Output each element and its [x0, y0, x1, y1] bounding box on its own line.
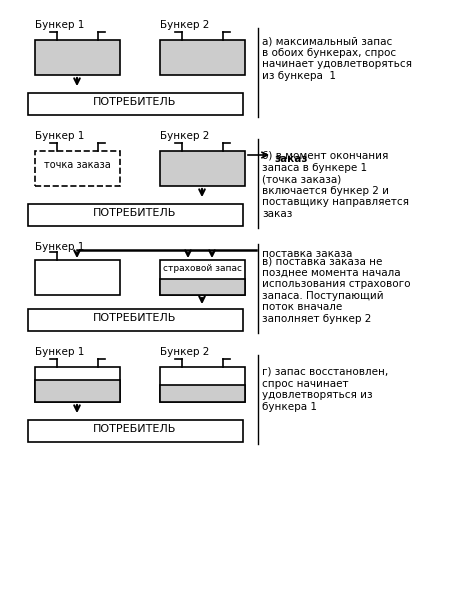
Text: б) в момент окончания
запаса в бункере 1
(точка заказа)
включается бункер 2 и
по: б) в момент окончания запаса в бункере 1… — [262, 151, 409, 219]
Text: Бункер 2: Бункер 2 — [160, 20, 210, 30]
FancyBboxPatch shape — [160, 260, 245, 295]
FancyBboxPatch shape — [35, 151, 120, 186]
FancyBboxPatch shape — [35, 40, 120, 75]
Text: Бункер 1: Бункер 1 — [35, 131, 84, 141]
FancyBboxPatch shape — [160, 385, 245, 402]
FancyBboxPatch shape — [28, 420, 243, 442]
FancyBboxPatch shape — [160, 151, 245, 186]
Text: ПОТРЕБИТЕЛЬ: ПОТРЕБИТЕЛЬ — [93, 208, 177, 218]
Text: г) запас восстановлен,
спрос начинает
удовлетворяться из
бункера 1: г) запас восстановлен, спрос начинает уд… — [262, 367, 388, 412]
Text: ПОТРЕБИТЕЛЬ: ПОТРЕБИТЕЛЬ — [93, 97, 177, 107]
Text: а) максимальный запас
в обоих бункерах, спрос
начинает удовлетворяться
из бункер: а) максимальный запас в обоих бункерах, … — [262, 36, 412, 81]
FancyBboxPatch shape — [28, 204, 243, 226]
Text: Бункер 1: Бункер 1 — [35, 242, 84, 252]
Text: поставка заказа: поставка заказа — [262, 249, 352, 259]
Text: страховой запас: страховой запас — [163, 264, 242, 273]
Text: Бункер 2: Бункер 2 — [160, 131, 210, 141]
Text: Бункер 1: Бункер 1 — [35, 20, 84, 30]
Text: Бункер 2: Бункер 2 — [160, 347, 210, 357]
FancyBboxPatch shape — [28, 309, 243, 331]
FancyBboxPatch shape — [28, 93, 243, 115]
Text: ПОТРЕБИТЕЛЬ: ПОТРЕБИТЕЛЬ — [93, 424, 177, 434]
Text: заказ: заказ — [274, 154, 307, 164]
Text: в) поставка заказа не
позднее момента начала
использования страхового
запаса. По: в) поставка заказа не позднее момента на… — [262, 256, 410, 324]
FancyBboxPatch shape — [35, 380, 120, 402]
FancyBboxPatch shape — [160, 40, 245, 75]
Text: Бункер 1: Бункер 1 — [35, 347, 84, 357]
FancyBboxPatch shape — [35, 260, 120, 295]
FancyBboxPatch shape — [160, 367, 245, 402]
Text: точка заказа: точка заказа — [44, 160, 110, 170]
Text: ПОТРЕБИТЕЛЬ: ПОТРЕБИТЕЛЬ — [93, 313, 177, 323]
FancyBboxPatch shape — [35, 367, 120, 402]
FancyBboxPatch shape — [160, 279, 245, 295]
